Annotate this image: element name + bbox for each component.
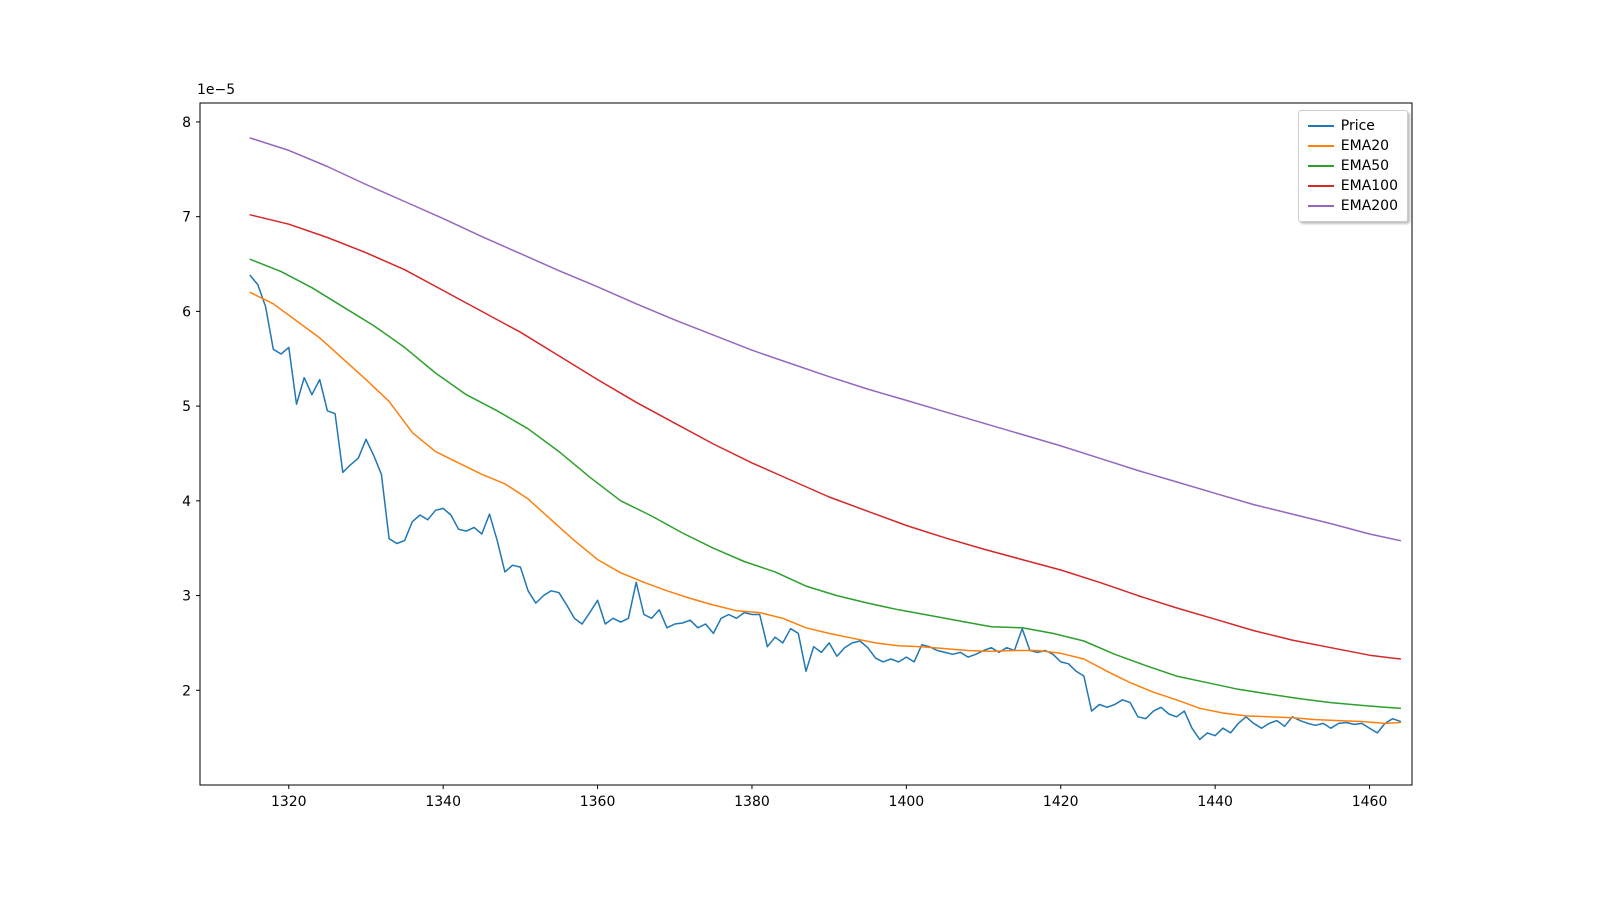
series-line-ema50 [249,258,1402,710]
x-axis-ticks: 1320 1340 1360 1380 1400 1420 1440 1460 [271,785,1387,810]
ema100-line-swatch [1307,185,1334,187]
x-tick-label: 1380 [734,794,770,810]
y-tick-label: 7 [182,210,191,226]
x-tick-label: 1440 [1197,794,1233,810]
series-line-price [249,274,1402,741]
legend-label-ema200: EMA200 [1340,198,1398,214]
series-line-ema100 [249,214,1402,660]
x-tick-label: 1360 [580,794,616,810]
legend-label-ema50: EMA50 [1340,158,1390,174]
price-line-swatch [1307,125,1334,127]
legend-label-ema20: EMA20 [1340,138,1390,154]
legend-item-ema20: EMA20 [1307,136,1398,156]
y-tick-label: 4 [182,494,191,510]
ema20-line-swatch [1307,145,1334,147]
series-lines [249,137,1402,741]
x-tick-label: 1420 [1043,794,1079,810]
y-axis-offset-label: 1e−5 [197,82,235,98]
legend-item-ema100: EMA100 [1307,176,1398,196]
legend-item-ema50: EMA50 [1307,156,1398,176]
x-tick-label: 1400 [889,794,925,810]
x-tick-label: 1320 [271,794,307,810]
y-tick-label: 5 [182,399,191,415]
legend-item-price: Price [1307,116,1398,136]
y-tick-label: 2 [182,683,191,699]
series-line-ema200 [249,137,1402,542]
legend-label-ema100: EMA100 [1340,178,1398,194]
legend: Price EMA20 EMA50 EMA100 EMA200 [1297,110,1408,222]
y-tick-label: 3 [182,589,191,605]
ema50-line-swatch [1307,165,1334,167]
axes-frame [199,102,1413,786]
x-tick-label: 1340 [425,794,461,810]
ema200-line-swatch [1307,205,1334,207]
legend-item-ema200: EMA200 [1307,196,1398,216]
y-axis-ticks: 2 3 4 5 6 7 8 [182,115,200,699]
series-line-ema20 [249,291,1402,725]
y-tick-label: 8 [182,115,191,131]
x-tick-label: 1460 [1352,794,1388,810]
legend-label-price: Price [1340,118,1375,134]
y-tick-label: 6 [182,304,191,320]
